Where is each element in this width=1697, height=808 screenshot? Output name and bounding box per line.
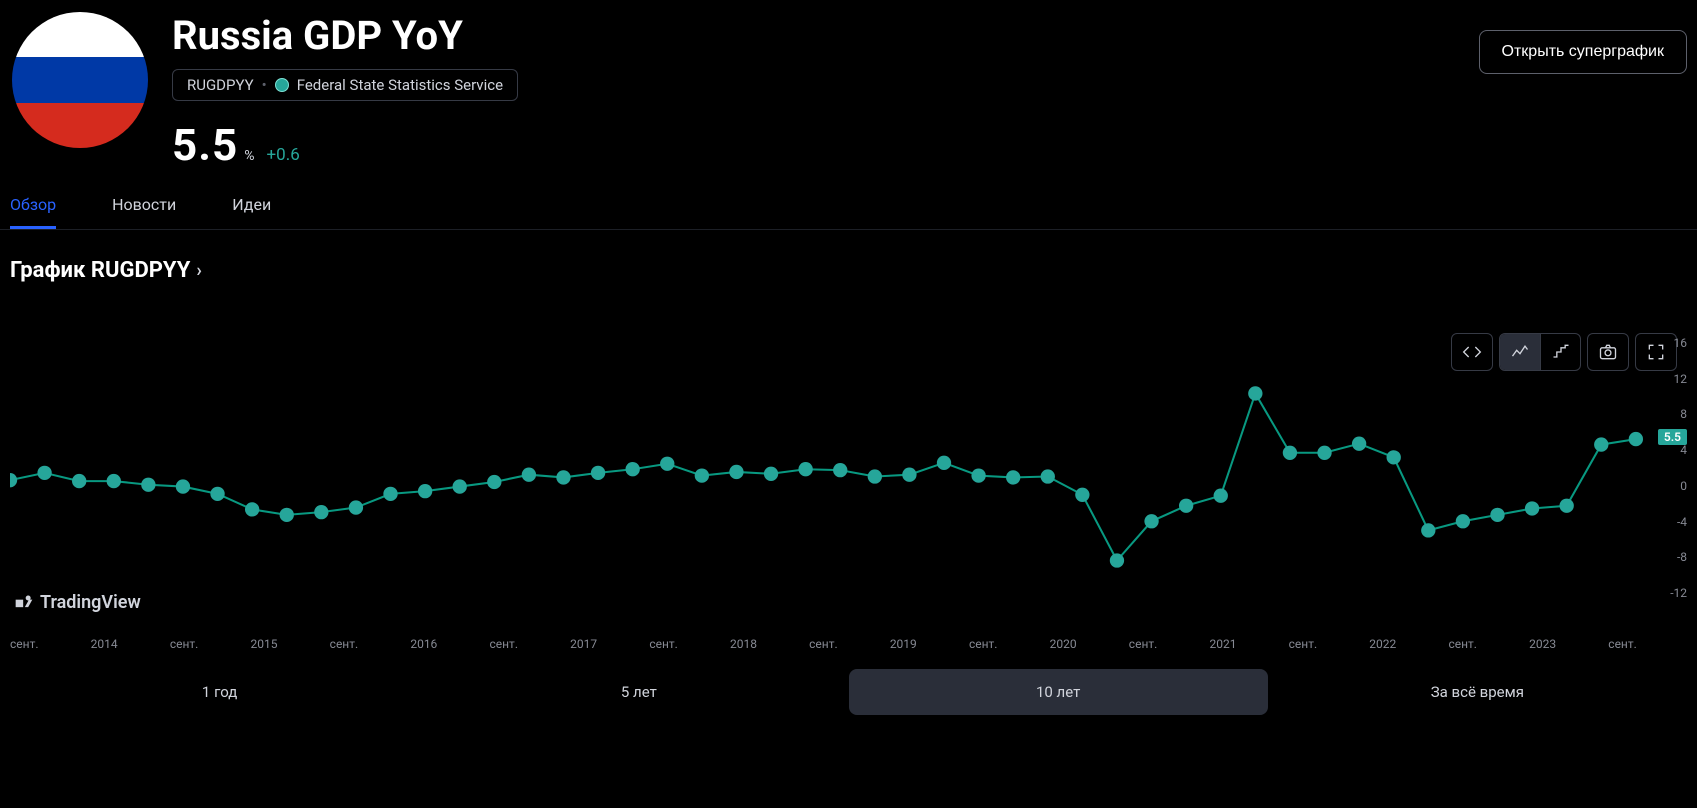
range-5 лет[interactable]: 5 лет	[429, 669, 848, 715]
y-axis-labels: 1612840-4-8-125.5	[1647, 333, 1687, 633]
source-icon	[275, 78, 289, 92]
ticker-badge[interactable]: RUGDPYY • Federal State Statistics Servi…	[172, 69, 518, 101]
delta-value: +0.6	[267, 145, 300, 165]
tab-Идеи[interactable]: Идеи	[232, 195, 271, 229]
separator-dot: •	[262, 76, 267, 94]
unit-label: %	[244, 148, 254, 164]
chart-canvas[interactable]	[10, 333, 1687, 640]
watermark-text: TradingView	[40, 592, 141, 613]
tab-Обзор[interactable]: Обзор	[10, 195, 56, 229]
country-flag	[12, 12, 148, 148]
time-range-selector: 1 год5 лет10 летЗа всё время	[0, 651, 1697, 715]
chart-title-text: График RUGDPYY	[10, 258, 190, 283]
current-value: 5.5	[172, 119, 238, 171]
page-title: Russia GDP YoY	[172, 12, 1479, 59]
range-1 год[interactable]: 1 год	[10, 669, 429, 715]
open-superchart-button[interactable]: Открыть суперграфик	[1479, 30, 1687, 74]
range-10 лет[interactable]: 10 лет	[849, 669, 1268, 715]
chart-section-title[interactable]: График RUGDPYY ›	[0, 230, 1697, 293]
ticker-symbol: RUGDPYY	[187, 76, 254, 94]
tab-Новости[interactable]: Новости	[112, 195, 176, 229]
chevron-right-icon: ›	[196, 260, 201, 281]
range-За всё время[interactable]: За всё время	[1268, 669, 1687, 715]
source-name: Federal State Statistics Service	[297, 76, 503, 94]
tradingview-watermark: TradingView	[14, 592, 141, 613]
tabs-row: Обзор Новости Идеи	[0, 171, 1697, 230]
